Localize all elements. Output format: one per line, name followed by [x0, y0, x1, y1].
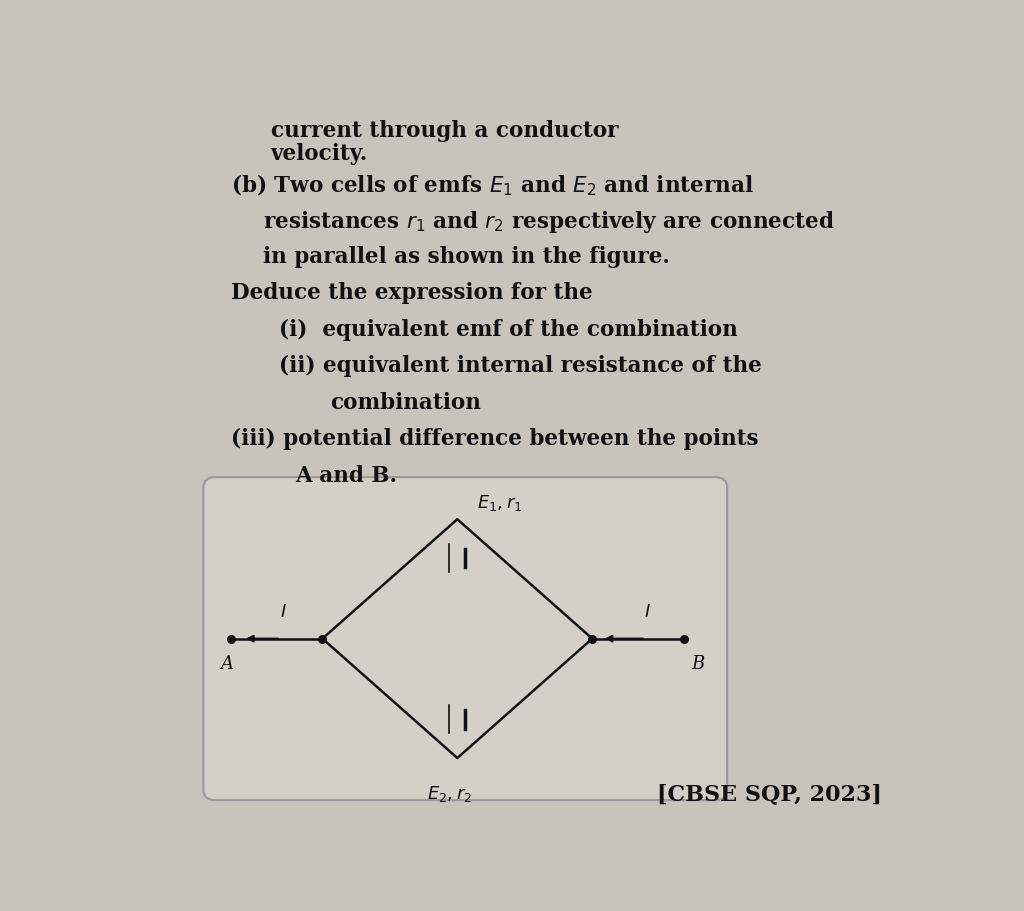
Text: $E_1, r_1$: $E_1, r_1$: [477, 493, 522, 513]
Text: $I$: $I$: [280, 603, 287, 620]
Text: (ii) equivalent internal resistance of the: (ii) equivalent internal resistance of t…: [279, 354, 762, 377]
Text: [CBSE SQP, 2023]: [CBSE SQP, 2023]: [657, 783, 882, 804]
Text: combination: combination: [331, 392, 481, 414]
Text: Deduce the expression for the: Deduce the expression for the: [231, 281, 593, 304]
Text: A and B.: A and B.: [295, 465, 396, 486]
Text: (b) Two cells of emfs $E_1$ and $E_2$ and internal: (b) Two cells of emfs $E_1$ and $E_2$ an…: [231, 172, 754, 198]
FancyBboxPatch shape: [204, 477, 727, 800]
Text: B: B: [691, 654, 705, 672]
Text: (iii) potential difference between the points: (iii) potential difference between the p…: [231, 428, 759, 450]
Text: A: A: [221, 654, 233, 672]
Text: $I$: $I$: [644, 603, 651, 620]
Text: current through a conductor: current through a conductor: [270, 120, 618, 142]
Text: resistances $r_1$ and $r_2$ respectively are connected: resistances $r_1$ and $r_2$ respectively…: [263, 209, 835, 235]
Text: velocity.: velocity.: [270, 143, 368, 165]
Text: $E_2, r_2$: $E_2, r_2$: [427, 783, 472, 803]
Text: (i)  equivalent emf of the combination: (i) equivalent emf of the combination: [279, 318, 737, 341]
Text: in parallel as shown in the figure.: in parallel as shown in the figure.: [263, 245, 670, 268]
